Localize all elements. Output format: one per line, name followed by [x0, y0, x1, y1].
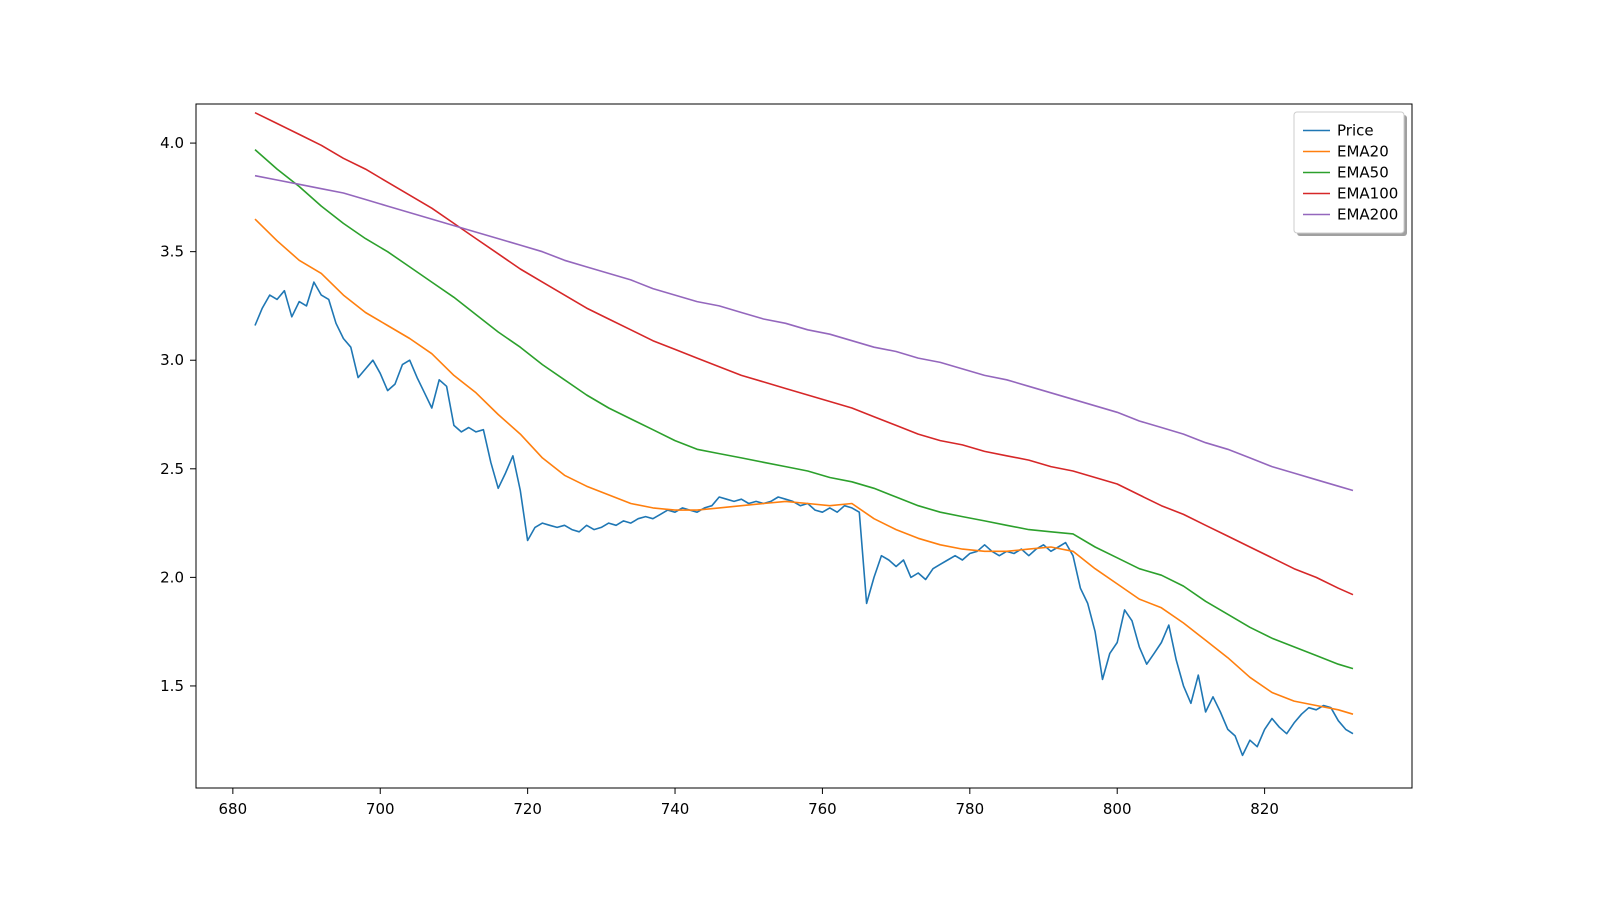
x-tick-label: 800: [1103, 800, 1132, 818]
legend-label-EMA100: EMA100: [1337, 185, 1398, 203]
series-line-EMA200: [254, 174, 1354, 492]
x-tick-label: 720: [513, 800, 542, 818]
y-tick-label: 3.0: [160, 351, 184, 369]
series-line-EMA20: [254, 218, 1354, 715]
legend-label-EMA50: EMA50: [1337, 164, 1389, 182]
y-tick-label: 3.5: [160, 243, 184, 261]
x-tick-label: 760: [808, 800, 837, 818]
legend-label-Price: Price: [1337, 122, 1374, 140]
axes-frame: [195, 103, 1413, 789]
y-tick-label: 1.5: [160, 677, 184, 695]
legend-box: [1293, 111, 1405, 234]
x-tick-label: 680: [219, 800, 248, 818]
x-tick-label: 740: [661, 800, 690, 818]
y-tick-label: 2.5: [160, 460, 184, 478]
x-tick-label: 780: [955, 800, 984, 818]
x-tick-label: 700: [366, 800, 395, 818]
x-tick-label: 820: [1250, 800, 1279, 818]
y-tick-label: 2.0: [160, 568, 184, 586]
series-line-EMA100: [254, 111, 1354, 596]
y-tick-label: 4.0: [160, 134, 184, 152]
legend-label-EMA20: EMA20: [1337, 143, 1389, 161]
series-line-EMA50: [254, 149, 1354, 670]
series-line-Price: [254, 281, 1354, 757]
legend-label-EMA200: EMA200: [1337, 206, 1398, 224]
